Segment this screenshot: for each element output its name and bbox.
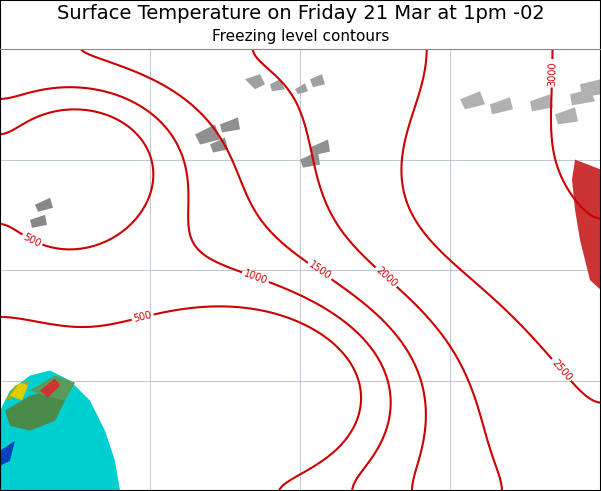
Text: Surface Temperature on Friday 21 Mar at 1pm -02: Surface Temperature on Friday 21 Mar at … <box>56 4 545 23</box>
Polygon shape <box>195 124 220 144</box>
Polygon shape <box>10 382 28 401</box>
Polygon shape <box>220 117 240 133</box>
Polygon shape <box>40 379 60 398</box>
Polygon shape <box>555 108 578 124</box>
Text: 2000: 2000 <box>374 265 398 289</box>
Text: 500: 500 <box>133 310 153 324</box>
Polygon shape <box>30 215 47 228</box>
Polygon shape <box>245 74 265 89</box>
Polygon shape <box>5 390 65 431</box>
Polygon shape <box>310 139 330 156</box>
Polygon shape <box>490 97 513 114</box>
Polygon shape <box>0 441 15 466</box>
Polygon shape <box>310 74 325 87</box>
Text: 1000: 1000 <box>242 268 269 286</box>
Text: 2500: 2500 <box>549 357 573 382</box>
Polygon shape <box>572 160 601 290</box>
Polygon shape <box>0 371 120 491</box>
Polygon shape <box>270 79 285 91</box>
Text: 3000: 3000 <box>547 61 558 86</box>
Text: 500: 500 <box>22 231 43 249</box>
Polygon shape <box>300 152 320 167</box>
Polygon shape <box>460 91 485 109</box>
Polygon shape <box>35 198 53 212</box>
Polygon shape <box>5 381 30 401</box>
Text: Freezing level contours: Freezing level contours <box>212 29 389 44</box>
Polygon shape <box>30 376 75 401</box>
Text: 1500: 1500 <box>307 260 332 282</box>
Polygon shape <box>580 79 601 97</box>
Polygon shape <box>570 89 595 106</box>
Polygon shape <box>295 83 308 94</box>
Polygon shape <box>530 94 553 111</box>
Polygon shape <box>210 137 228 153</box>
